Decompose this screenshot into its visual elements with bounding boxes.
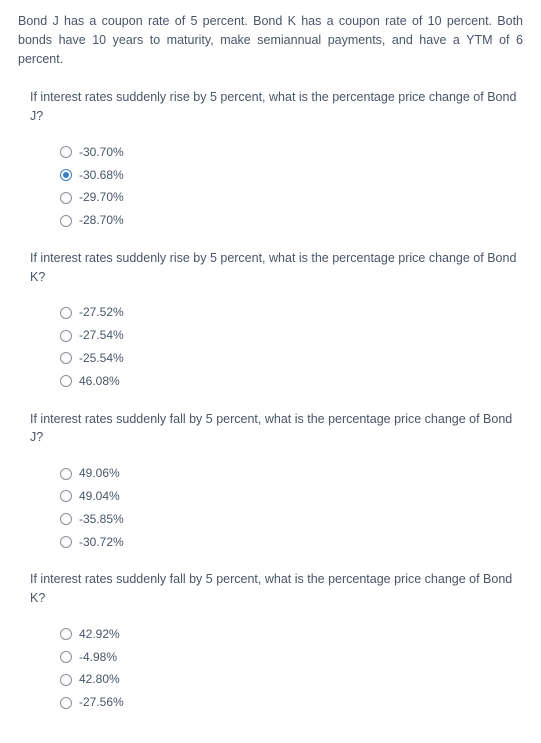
option-label: 49.04% — [79, 488, 120, 505]
radio-icon[interactable] — [60, 215, 72, 227]
radio-icon[interactable] — [60, 146, 72, 158]
radio-icon[interactable] — [60, 536, 72, 548]
option-row[interactable]: 42.80% — [60, 671, 523, 688]
option-row[interactable]: -35.85% — [60, 511, 523, 528]
radio-icon[interactable] — [60, 628, 72, 640]
option-row[interactable]: -4.98% — [60, 649, 523, 666]
intro-text: Bond J has a coupon rate of 5 percent. B… — [18, 12, 523, 68]
question-text: If interest rates suddenly rise by 5 per… — [30, 88, 523, 126]
option-row[interactable]: -28.70% — [60, 212, 523, 229]
radio-icon[interactable] — [60, 697, 72, 709]
question-text: If interest rates suddenly rise by 5 per… — [30, 249, 523, 287]
options-group: -30.70% -30.68% -29.70% -28.70% — [60, 144, 523, 229]
option-label: -29.70% — [79, 189, 124, 206]
option-row[interactable]: -27.52% — [60, 304, 523, 321]
option-label: -25.54% — [79, 350, 124, 367]
radio-icon[interactable] — [60, 468, 72, 480]
option-label: -30.68% — [79, 167, 124, 184]
option-label: -30.70% — [79, 144, 124, 161]
option-label: -28.70% — [79, 212, 124, 229]
option-label: -30.72% — [79, 534, 124, 551]
question-text: If interest rates suddenly fall by 5 per… — [30, 570, 523, 608]
option-label: 42.92% — [79, 626, 120, 643]
radio-icon[interactable] — [60, 169, 72, 181]
option-label: -27.52% — [79, 304, 124, 321]
option-row[interactable]: -30.70% — [60, 144, 523, 161]
radio-icon[interactable] — [60, 330, 72, 342]
question-text: If interest rates suddenly fall by 5 per… — [30, 410, 523, 448]
option-row[interactable]: -30.68% — [60, 167, 523, 184]
option-row[interactable]: -30.72% — [60, 534, 523, 551]
option-row[interactable]: 49.04% — [60, 488, 523, 505]
radio-icon[interactable] — [60, 513, 72, 525]
option-label: 42.80% — [79, 671, 120, 688]
radio-icon[interactable] — [60, 674, 72, 686]
option-row[interactable]: -25.54% — [60, 350, 523, 367]
option-row[interactable]: -27.54% — [60, 327, 523, 344]
options-group: 49.06% 49.04% -35.85% -30.72% — [60, 465, 523, 550]
radio-icon[interactable] — [60, 192, 72, 204]
option-row[interactable]: 49.06% — [60, 465, 523, 482]
option-row[interactable]: 46.08% — [60, 373, 523, 390]
radio-icon[interactable] — [60, 307, 72, 319]
option-row[interactable]: 42.92% — [60, 626, 523, 643]
question-block: If interest rates suddenly fall by 5 per… — [30, 570, 523, 711]
options-group: -27.52% -27.54% -25.54% 46.08% — [60, 304, 523, 389]
radio-icon[interactable] — [60, 651, 72, 663]
question-block: If interest rates suddenly fall by 5 per… — [30, 410, 523, 551]
option-label: -27.56% — [79, 694, 124, 711]
option-row[interactable]: -27.56% — [60, 694, 523, 711]
radio-icon[interactable] — [60, 375, 72, 387]
radio-icon[interactable] — [60, 352, 72, 364]
option-row[interactable]: -29.70% — [60, 189, 523, 206]
question-block: If interest rates suddenly rise by 5 per… — [30, 88, 523, 229]
question-block: If interest rates suddenly rise by 5 per… — [30, 249, 523, 390]
option-label: 46.08% — [79, 373, 120, 390]
option-label: -27.54% — [79, 327, 124, 344]
option-label: -35.85% — [79, 511, 124, 528]
radio-icon[interactable] — [60, 490, 72, 502]
option-label: -4.98% — [79, 649, 117, 666]
option-label: 49.06% — [79, 465, 120, 482]
options-group: 42.92% -4.98% 42.80% -27.56% — [60, 626, 523, 711]
